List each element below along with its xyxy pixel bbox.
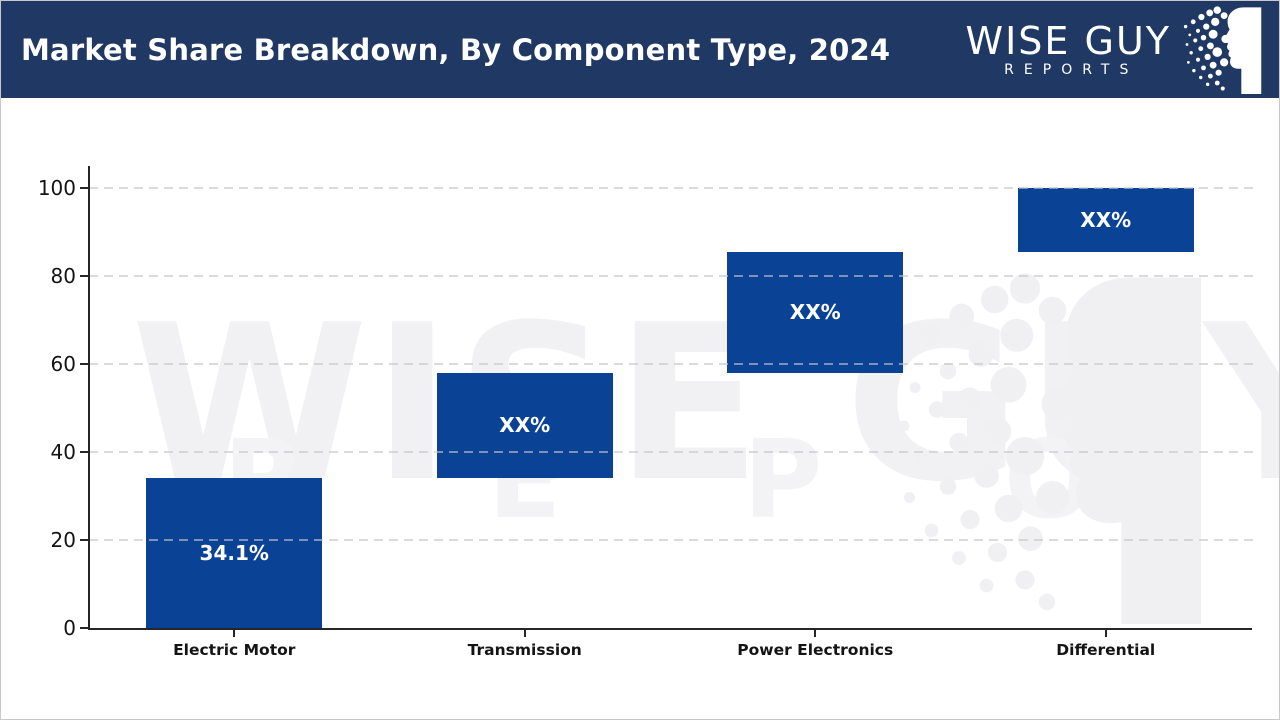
x-tick: [523, 628, 526, 637]
x-tick: [233, 628, 236, 637]
bar-value-label: XX%: [499, 413, 551, 438]
x-axis-line: [88, 628, 1252, 630]
x-tick: [814, 628, 817, 637]
bar-segment-power-electronics: [727, 251, 904, 373]
gridline-y80: [89, 275, 1257, 277]
x-category-label: Transmission: [467, 641, 582, 659]
y-tick: [80, 187, 89, 189]
y-tick-label: 100: [37, 176, 76, 200]
wiseguy-logo-text: WISE GUY REPORTS: [966, 22, 1171, 77]
gridline-y60: [89, 363, 1257, 365]
bar-segment-electric-motor: [146, 477, 323, 628]
x-category-label: Electric Motor: [173, 641, 296, 659]
watermark-face-icon: [871, 208, 1201, 688]
y-tick-label: 20: [50, 528, 76, 552]
bar-segment-transmission: [436, 372, 613, 478]
x-category-label: Power Electronics: [737, 641, 894, 659]
y-tick: [80, 451, 89, 453]
wiseguy-logo: WISE GUY REPORTS: [966, 5, 1263, 94]
wiseguy-face-icon: [1177, 5, 1263, 94]
y-tick: [80, 363, 89, 365]
y-tick-label: 80: [50, 264, 76, 288]
logo-wordmark: WISE GUY: [965, 19, 1171, 63]
x-tick: [1104, 628, 1107, 637]
gridline-y100: [89, 187, 1257, 189]
header: Market Share Breakdown, By Component Typ…: [1, 1, 1279, 98]
x-category-label: Differential: [1056, 641, 1156, 659]
bar-value-label: 34.1%: [199, 540, 269, 565]
bar-value-label: XX%: [1080, 207, 1132, 232]
page-title: Market Share Breakdown, By Component Typ…: [21, 32, 891, 67]
y-tick: [80, 627, 89, 629]
y-tick: [80, 275, 89, 277]
gridline-y20: [89, 539, 1257, 541]
y-axis-line: [88, 166, 90, 630]
bar-segment-differential: [1017, 188, 1194, 252]
waterfall-chart: WISE GUY R E P O R T S 34.1%Electric Mot…: [1, 98, 1279, 719]
bar-value-label: XX%: [789, 300, 841, 325]
gridline-y40: [89, 451, 1257, 453]
y-tick-label: 60: [50, 352, 76, 376]
y-tick-label: 40: [50, 440, 76, 464]
y-tick-label: 0: [63, 616, 76, 640]
logo-subtitle: REPORTS: [1004, 62, 1139, 78]
y-tick: [80, 539, 89, 541]
